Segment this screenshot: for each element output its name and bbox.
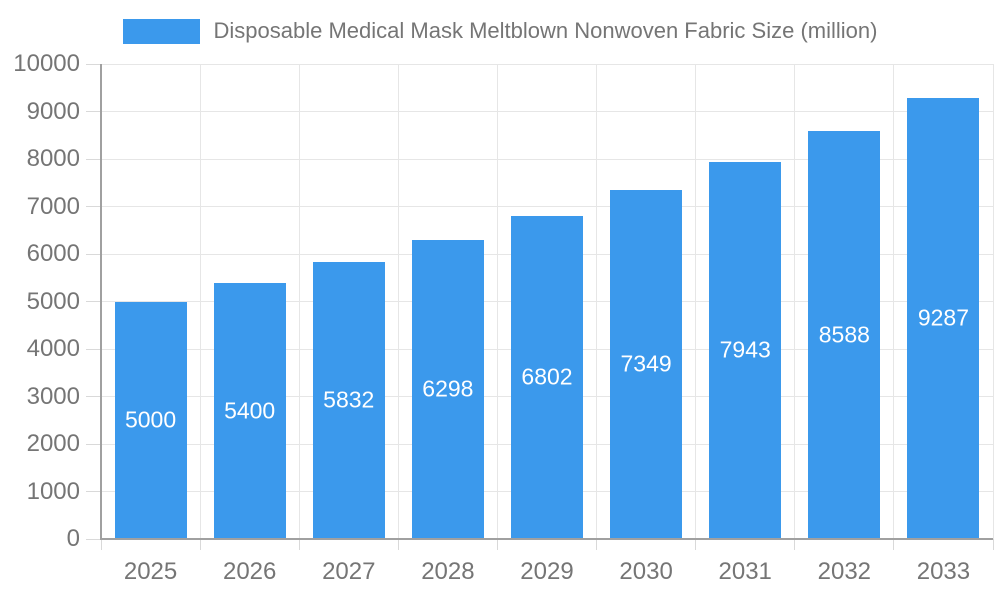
x-tick-label: 2031 bbox=[718, 558, 772, 585]
bar-2028[interactable]: 6298 bbox=[411, 239, 484, 539]
x-tick-mark bbox=[496, 539, 498, 550]
bar-value-label: 9287 bbox=[917, 304, 970, 331]
bar-value-label: 5400 bbox=[224, 397, 276, 424]
y-tick-mark bbox=[86, 206, 101, 207]
x-tick-label: 2026 bbox=[222, 558, 277, 585]
x-tick-mark bbox=[794, 539, 796, 550]
v-gridline bbox=[496, 64, 498, 539]
y-tick-label: 9000 bbox=[26, 97, 80, 125]
x-tick-mark bbox=[596, 539, 598, 550]
y-tick-label: 1000 bbox=[26, 477, 80, 505]
legend-label: Disposable Medical Mask Meltblown Nonwov… bbox=[213, 18, 878, 43]
y-tick-mark bbox=[86, 396, 101, 397]
y-tick-label: 4000 bbox=[26, 335, 80, 362]
x-tick-mark bbox=[397, 539, 399, 550]
bar-value-label: 5832 bbox=[323, 386, 375, 413]
bar-2025[interactable]: 5000 bbox=[114, 301, 187, 539]
y-tick-label: 7000 bbox=[26, 192, 80, 220]
bar-value-label: 6298 bbox=[422, 375, 474, 402]
y-tick-mark bbox=[86, 63, 101, 65]
legend-swatch-icon bbox=[122, 18, 200, 44]
x-tick-mark bbox=[298, 539, 300, 550]
x-axis-line bbox=[99, 538, 993, 540]
y-tick-mark bbox=[86, 158, 101, 160]
v-gridline bbox=[596, 64, 598, 539]
y-tick-label: 10000 bbox=[13, 50, 80, 77]
x-tick-label: 2025 bbox=[123, 558, 178, 585]
bar-value-label: 7349 bbox=[620, 350, 672, 377]
x-tick-mark bbox=[199, 539, 201, 550]
bar-value-label: 7943 bbox=[719, 336, 771, 363]
y-tick-label: 5000 bbox=[26, 287, 80, 315]
x-tick-mark bbox=[893, 539, 895, 550]
x-tick-label: 2030 bbox=[619, 558, 673, 585]
y-tick-mark bbox=[86, 491, 101, 492]
y-tick-mark bbox=[86, 538, 101, 540]
x-tick-label: 2032 bbox=[817, 558, 872, 585]
bar-value-label: 5000 bbox=[124, 406, 177, 433]
x-tick-label: 2029 bbox=[520, 558, 574, 585]
bar-2031[interactable]: 7943 bbox=[709, 161, 782, 539]
y-tick-label: 3000 bbox=[26, 382, 80, 410]
v-gridline bbox=[298, 64, 300, 539]
y-tick-mark bbox=[86, 111, 101, 112]
h-gridline bbox=[101, 63, 993, 65]
v-gridline bbox=[397, 64, 399, 539]
bar-2029[interactable]: 6802 bbox=[511, 215, 583, 539]
h-gridline bbox=[101, 158, 993, 160]
x-tick-mark bbox=[100, 539, 102, 550]
v-gridline bbox=[199, 64, 201, 539]
h-gridline bbox=[101, 111, 993, 112]
v-gridline bbox=[695, 64, 697, 539]
bar-2030[interactable]: 7349 bbox=[610, 189, 683, 539]
v-gridline bbox=[992, 64, 994, 539]
x-tick-mark bbox=[992, 539, 994, 550]
bar-2033[interactable]: 9287 bbox=[907, 97, 980, 539]
y-tick-mark bbox=[86, 253, 101, 255]
bar-2026[interactable]: 5400 bbox=[213, 282, 286, 539]
y-tick-mark bbox=[86, 301, 101, 302]
x-tick-label: 2027 bbox=[322, 558, 376, 585]
y-tick-label: 2000 bbox=[26, 430, 80, 457]
y-tick-label: 0 bbox=[66, 525, 80, 552]
x-tick-mark bbox=[695, 539, 697, 550]
y-tick-label: 6000 bbox=[26, 240, 80, 267]
x-tick-label: 2033 bbox=[916, 558, 971, 585]
bar-value-label: 8588 bbox=[818, 321, 870, 348]
bar-2032[interactable]: 8588 bbox=[808, 131, 881, 539]
y-tick-mark bbox=[86, 443, 101, 445]
v-gridline bbox=[893, 64, 895, 539]
plot-area: 5000 5400 5832 6298 6802 7349 7943 8588 9287 bbox=[101, 63, 994, 539]
y-axis-line bbox=[99, 64, 102, 539]
y-tick-mark bbox=[86, 348, 101, 350]
h-gridline bbox=[101, 206, 993, 207]
v-gridline bbox=[794, 64, 796, 539]
x-tick-label: 2028 bbox=[421, 558, 475, 585]
legend[interactable]: Disposable Medical Mask Meltblown Nonwov… bbox=[0, 16, 1000, 46]
bar-value-label: 6802 bbox=[521, 363, 573, 390]
y-tick-label: 8000 bbox=[26, 145, 80, 172]
bar-2027[interactable]: 5832 bbox=[312, 261, 385, 539]
